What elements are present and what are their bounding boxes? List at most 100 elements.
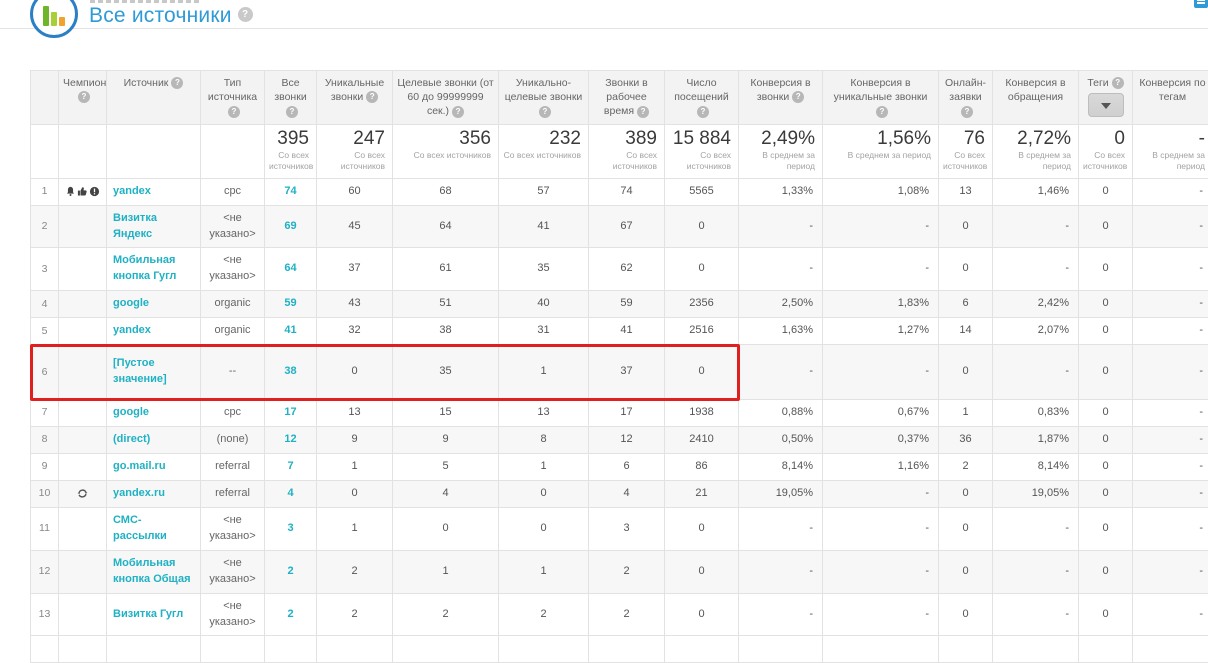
source-link[interactable]: google: [113, 297, 149, 309]
source-link[interactable]: yandex.ru: [113, 487, 165, 499]
column-header-working_time_calls[interactable]: Звонки в рабочее время?: [589, 71, 665, 125]
corner-widget-icon[interactable]: [1194, 0, 1208, 8]
cell-online_leads: 0: [939, 550, 993, 593]
all-calls-link[interactable]: 4: [287, 487, 293, 499]
column-header-target_calls[interactable]: Целевые звонки (от 60 до 99999999 сек.)?: [393, 71, 499, 125]
source-link[interactable]: yandex: [113, 324, 151, 336]
column-header-conv_unique_calls[interactable]: Конверсия в уникальные звонки?: [823, 71, 939, 125]
column-header-label: Конверсия в обращения: [1005, 77, 1065, 103]
column-header-source[interactable]: Источник?: [107, 71, 201, 125]
cell-tags: 0: [1079, 507, 1133, 550]
summary-caption: Со всех источников: [669, 150, 731, 171]
cell-conv_unique_calls: 0,37%: [823, 427, 939, 454]
help-icon[interactable]: ?: [637, 106, 649, 118]
source-link[interactable]: yandex: [113, 185, 151, 197]
summary-caption: В среднем за период: [997, 150, 1071, 171]
column-header-source_type[interactable]: Тип источника?: [201, 71, 265, 125]
all-calls-link[interactable]: 41: [284, 324, 296, 336]
source-type-text: <не указано>: [209, 600, 255, 628]
source-link[interactable]: Визитка Гугл: [113, 608, 183, 620]
cell-source_type: organic: [201, 291, 265, 318]
empty-cell: [993, 636, 1079, 663]
help-icon[interactable]: ?: [366, 91, 378, 103]
column-header-online_leads[interactable]: Онлайн-заявки?: [939, 71, 993, 125]
column-header-tags[interactable]: Теги?: [1079, 71, 1133, 125]
all-calls-link[interactable]: 2: [287, 565, 293, 577]
empty-cell: [107, 636, 201, 663]
help-icon[interactable]: ?: [452, 106, 464, 118]
all-calls-link[interactable]: 64: [284, 262, 296, 274]
help-icon[interactable]: ?: [286, 106, 298, 118]
column-header-unique_calls[interactable]: Уникальные звонки?: [317, 71, 393, 125]
title-help-icon[interactable]: ?: [238, 7, 253, 22]
all-calls-link[interactable]: 7: [287, 460, 293, 472]
cell-conv_tags: -: [1133, 318, 1208, 345]
cell-online_leads: 13: [939, 178, 993, 205]
source-link[interactable]: Визитка Яндекс: [113, 212, 157, 240]
cell-source_type: --: [201, 345, 265, 400]
summary-value: 356: [397, 129, 491, 150]
help-icon[interactable]: ?: [78, 91, 90, 103]
source-type-text: cpc: [224, 406, 241, 418]
help-icon[interactable]: ?: [228, 106, 240, 118]
column-header-conv_appeals[interactable]: Конверсия в обращения: [993, 71, 1079, 125]
help-icon[interactable]: ?: [171, 77, 183, 89]
all-calls-link[interactable]: 69: [284, 220, 296, 232]
cell-working_time_calls: 74: [589, 178, 665, 205]
column-header-champions[interactable]: Чемпионы?: [59, 71, 107, 125]
all-calls-link[interactable]: 38: [284, 365, 296, 377]
help-icon[interactable]: ?: [961, 106, 973, 118]
empty-cell: [1133, 636, 1208, 663]
cell-visits: 2410: [665, 427, 739, 454]
all-calls-link[interactable]: 3: [287, 522, 293, 534]
cell-champions: [59, 480, 107, 507]
cell-conv_calls: 19,05%: [739, 480, 823, 507]
column-header-unique_target_calls[interactable]: Уникально-целевые звонки?: [499, 71, 589, 125]
cell-conv_appeals: -: [993, 205, 1079, 248]
column-header-num[interactable]: [31, 71, 59, 125]
champion-badges: [65, 488, 100, 499]
summary-cell-champions: [59, 124, 107, 178]
page-header: Все источники?: [0, 0, 1208, 29]
all-calls-link[interactable]: 12: [284, 433, 296, 445]
help-icon[interactable]: ?: [539, 106, 551, 118]
source-link[interactable]: Мобильная кнопка Гугл: [113, 254, 176, 282]
help-icon[interactable]: ?: [792, 91, 804, 103]
cell-source: yandex: [107, 318, 201, 345]
cell-unique_calls: 9: [317, 427, 393, 454]
empty-cell: [665, 636, 739, 663]
summary-cell-conv_unique_calls: 1,56%В среднем за период: [823, 124, 939, 178]
help-icon[interactable]: ?: [697, 106, 709, 118]
cell-online_leads: 0: [939, 507, 993, 550]
all-calls-link[interactable]: 74: [284, 185, 296, 197]
column-header-conv_tags[interactable]: Конверсия по тегам: [1133, 71, 1208, 125]
summary-caption: В среднем за период: [1137, 150, 1205, 171]
summary-caption: Со всех источников: [269, 150, 309, 171]
source-link[interactable]: СМС-рассылки: [113, 514, 167, 542]
all-calls-link[interactable]: 17: [284, 406, 296, 418]
all-calls-link[interactable]: 2: [287, 608, 293, 620]
column-header-label: Уникально-целевые звонки: [505, 77, 583, 103]
cell-unique_calls: 0: [317, 345, 393, 400]
all-calls-link[interactable]: 59: [284, 297, 296, 309]
cell-source: [Пустое значение]: [107, 345, 201, 400]
summary-caption: В среднем за период: [827, 150, 931, 161]
column-header-all_calls[interactable]: Все звонки?: [265, 71, 317, 125]
tags-filter-dropdown[interactable]: [1088, 93, 1124, 117]
cell-source_type: <не указано>: [201, 248, 265, 291]
source-link[interactable]: Мобильная кнопка Общая: [113, 557, 191, 585]
source-link[interactable]: (direct): [113, 433, 150, 445]
help-icon[interactable]: ?: [1112, 77, 1124, 89]
column-header-conv_calls[interactable]: Конверсия в звонки?: [739, 71, 823, 125]
empty-cell: [1079, 636, 1133, 663]
column-header-visits[interactable]: Число посещений?: [665, 71, 739, 125]
source-link[interactable]: google: [113, 406, 149, 418]
source-link[interactable]: [Пустое значение]: [113, 357, 167, 385]
source-link[interactable]: go.mail.ru: [113, 460, 166, 472]
help-icon[interactable]: ?: [876, 106, 888, 118]
summary-cell-num: [31, 124, 59, 178]
